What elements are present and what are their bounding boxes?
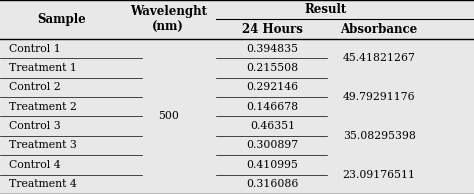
- Text: 0.215508: 0.215508: [246, 63, 299, 73]
- Text: 0.316086: 0.316086: [246, 179, 299, 189]
- Text: Result: Result: [305, 3, 347, 16]
- Text: 0.292146: 0.292146: [246, 82, 299, 92]
- Text: 45.41821267: 45.41821267: [343, 53, 416, 63]
- Text: Treatment 3: Treatment 3: [9, 140, 77, 151]
- Text: Treatment 4: Treatment 4: [9, 179, 77, 189]
- Text: Wavelenght
(nm): Wavelenght (nm): [130, 5, 207, 34]
- Text: 0.410995: 0.410995: [246, 160, 299, 170]
- Text: Treatment 1: Treatment 1: [9, 63, 77, 73]
- Text: Control 2: Control 2: [9, 82, 61, 92]
- Text: 49.79291176: 49.79291176: [343, 92, 416, 102]
- Text: Control 3: Control 3: [9, 121, 61, 131]
- Text: Sample: Sample: [37, 13, 86, 26]
- Text: 0.46351: 0.46351: [250, 121, 295, 131]
- Text: 35.08295398: 35.08295398: [343, 131, 416, 141]
- Text: 0.300897: 0.300897: [246, 140, 299, 151]
- Text: 24 Hours: 24 Hours: [242, 23, 303, 36]
- Text: 0.146678: 0.146678: [246, 102, 299, 112]
- Text: 500: 500: [158, 111, 179, 121]
- Text: Control 1: Control 1: [9, 43, 61, 54]
- Text: Control 4: Control 4: [9, 160, 61, 170]
- Text: Absorbance: Absorbance: [341, 23, 418, 36]
- Text: 0.394835: 0.394835: [246, 43, 299, 54]
- Text: 23.09176511: 23.09176511: [343, 170, 416, 180]
- Text: Treatment 2: Treatment 2: [9, 102, 77, 112]
